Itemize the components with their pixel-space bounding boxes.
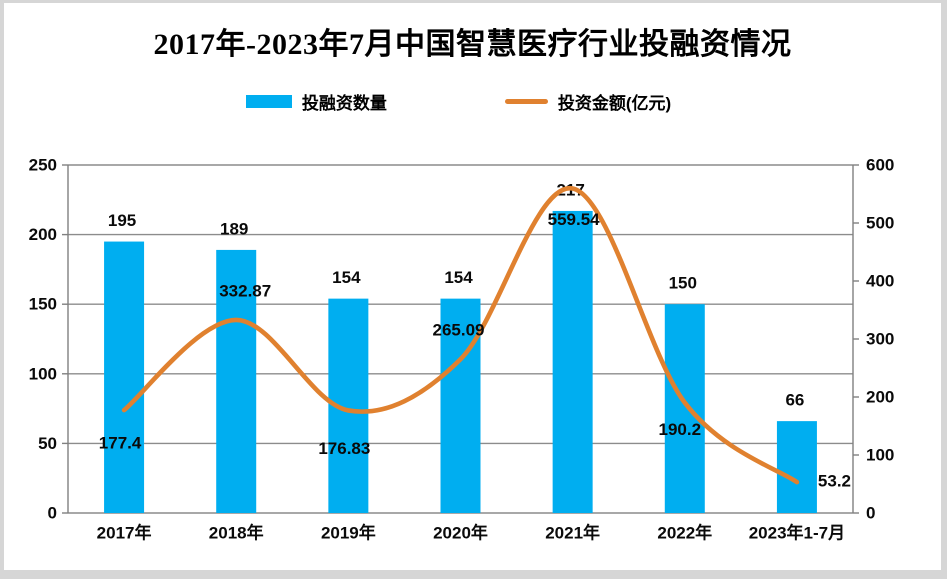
x-axis-category-label: 2018年 xyxy=(209,523,264,543)
bar-2022年 xyxy=(664,304,705,513)
bar-value-label: 154 xyxy=(332,268,361,287)
bar-value-label: 150 xyxy=(669,274,697,293)
right-axis-tick-label: 300 xyxy=(866,330,894,349)
x-axis-category-label: 2017年 xyxy=(97,523,152,543)
legend-item-bar-series: 投融资数量 xyxy=(245,89,387,114)
x-axis-category-label: 2019年 xyxy=(321,523,376,543)
bar-value-label: 154 xyxy=(444,268,473,287)
investment-amount-line xyxy=(121,186,800,485)
left-axis-tick-label: 0 xyxy=(48,504,57,523)
right-axis-tick-label: 200 xyxy=(866,388,894,407)
bar-2018年 xyxy=(216,249,257,514)
right-axis-tick-label: 400 xyxy=(866,272,894,291)
legend-item-line-series: 投资金额(亿元) xyxy=(504,89,672,114)
right-axis-tick-label: 500 xyxy=(866,214,894,233)
line-value-label: 559.54 xyxy=(548,210,601,229)
left-axis-tick-label: 250 xyxy=(29,156,57,175)
right-axis-tick-label: 100 xyxy=(866,446,894,465)
line-series-swatch-icon xyxy=(504,98,548,104)
line-value-label: 176.83 xyxy=(318,439,370,458)
bar-2017年 xyxy=(104,241,145,513)
right-axis-tick-label: 600 xyxy=(866,156,894,175)
left-axis-tick-label: 200 xyxy=(29,225,57,244)
bar-series-label: 投融资数量 xyxy=(301,93,387,113)
line-value-label: 190.2 xyxy=(659,420,702,439)
line-value-label: 177.4 xyxy=(99,434,142,453)
x-axis-category-label: 2023年1-7月 xyxy=(749,523,845,543)
bar-2020年 xyxy=(440,298,481,513)
chart-canvas: 2017年-2023年7月中国智慧医疗行业投融资情况 投融资数量 投资金额(亿元… xyxy=(4,3,941,570)
line-value-label: 332.87 xyxy=(219,281,271,300)
line-value-label: 53.2 xyxy=(818,472,851,491)
bar-value-label: 189 xyxy=(220,219,248,238)
left-axis-tick-label: 50 xyxy=(38,434,57,453)
line-series-label: 投资金额(亿元) xyxy=(557,93,672,113)
x-axis-category-label: 2020年 xyxy=(433,523,488,543)
left-axis-tick-label: 150 xyxy=(29,295,57,314)
bar-value-label: 195 xyxy=(108,211,136,230)
bar-series-swatch-icon xyxy=(245,94,292,108)
right-axis-tick-label: 0 xyxy=(866,504,875,523)
x-axis-category-label: 2022年 xyxy=(657,523,712,543)
line-value-label: 265.09 xyxy=(433,321,485,340)
x-axis-category-label: 2021年 xyxy=(545,523,600,543)
legend: 投融资数量 投资金额(亿元) xyxy=(0,88,927,114)
bar-2023年1-7月 xyxy=(776,421,817,513)
left-axis-tick-label: 100 xyxy=(29,364,57,383)
bar-value-label: 66 xyxy=(785,391,804,410)
chart-title: 2017年-2023年7月中国智慧医疗行业投融资情况 xyxy=(153,28,792,61)
bar-2021年 xyxy=(552,210,593,513)
